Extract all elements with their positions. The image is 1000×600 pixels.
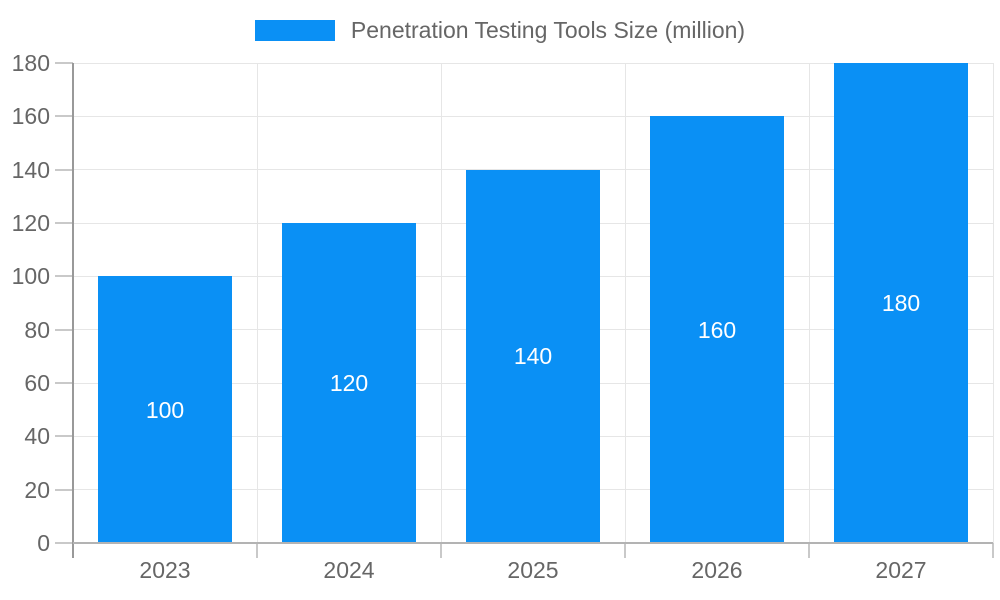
bar-value-label-2025: 140	[513, 343, 553, 370]
bar-value-label-2024: 120	[329, 370, 369, 396]
legend-label: Penetration Testing Tools Size (million)	[350, 17, 746, 43]
gridline-x-3	[624, 63, 626, 543]
y-tick-0	[55, 542, 73, 544]
y-tick-120	[55, 222, 73, 224]
y-axis-label-40: 40	[24, 423, 50, 450]
y-axis-label-20: 20	[24, 476, 50, 503]
y-tick-20	[55, 488, 73, 491]
x-tick-3	[624, 543, 626, 558]
y-tick-140	[55, 168, 73, 171]
y-tick-180	[55, 62, 73, 64]
y-axis-label-60: 60	[24, 370, 50, 396]
bar-2023[interactable]	[98, 276, 232, 543]
y-tick-160	[55, 115, 73, 118]
gridline-x-1	[256, 63, 258, 543]
gridline-y-160	[73, 115, 993, 117]
legend-swatch	[254, 20, 335, 41]
y-tick-100	[55, 275, 73, 278]
gridline-x-2	[440, 63, 442, 543]
y-axis-label-120: 120	[11, 210, 50, 236]
bar-2025[interactable]	[466, 169, 600, 543]
gridline-x-4	[808, 63, 810, 543]
y-tick-60	[55, 382, 73, 384]
x-axis-label-2025: 2025	[507, 557, 559, 583]
y-tick-40	[55, 435, 73, 438]
x-axis-label-2026: 2026	[691, 557, 743, 583]
bar-value-label-2026: 160	[697, 316, 737, 343]
y-axis-label-80: 80	[24, 316, 50, 343]
y-axis-label-0: 0	[37, 530, 50, 556]
x-axis-line	[73, 542, 993, 544]
x-tick-2	[440, 543, 442, 558]
bar-2026[interactable]	[650, 116, 784, 543]
y-axis-label-180: 180	[11, 50, 50, 76]
x-tick-1	[256, 543, 258, 558]
legend[interactable]: Penetration Testing Tools Size (million)	[0, 17, 1000, 44]
y-axis-label-160: 160	[11, 103, 50, 130]
bar-2027[interactable]	[834, 63, 968, 543]
x-tick-4	[808, 543, 810, 558]
bar-2024[interactable]	[282, 223, 416, 543]
y-axis-label-140: 140	[11, 156, 50, 183]
gridline-y-180	[73, 62, 993, 64]
y-tick-80	[55, 328, 73, 331]
y-axis-label-100: 100	[11, 263, 50, 290]
x-axis-label-2027: 2027	[875, 557, 927, 583]
gridline-x-5	[992, 63, 994, 543]
bar-value-label-2027: 180	[881, 290, 921, 316]
y-axis-line	[72, 63, 74, 558]
x-axis-label-2024: 2024	[323, 557, 375, 583]
x-axis-label-2023: 2023	[139, 557, 191, 583]
bar-value-label-2023: 100	[145, 396, 185, 423]
x-tick-5	[992, 543, 994, 558]
